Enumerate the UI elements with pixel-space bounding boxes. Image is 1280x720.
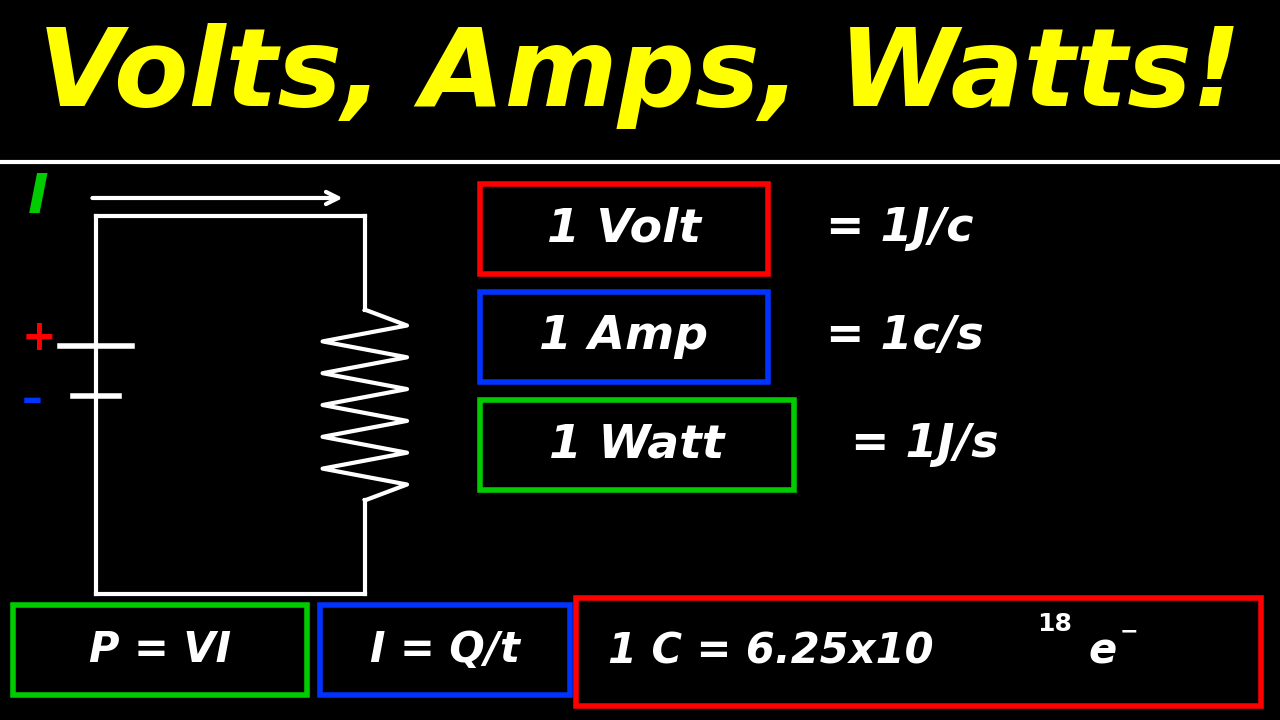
Text: –: – xyxy=(22,379,42,420)
Text: −: − xyxy=(1120,621,1139,642)
Text: I = Q/t: I = Q/t xyxy=(370,629,520,671)
Text: Volts, Amps, Watts!: Volts, Amps, Watts! xyxy=(38,22,1242,129)
FancyBboxPatch shape xyxy=(480,184,768,274)
Text: = 1J/c: = 1J/c xyxy=(826,206,973,251)
FancyBboxPatch shape xyxy=(13,605,307,695)
Text: e: e xyxy=(1088,631,1116,672)
Text: = 1J/s: = 1J/s xyxy=(851,422,998,467)
Text: 1 C = 6.25x10: 1 C = 6.25x10 xyxy=(608,631,933,672)
FancyBboxPatch shape xyxy=(320,605,570,695)
Text: 18: 18 xyxy=(1037,612,1071,636)
Text: I: I xyxy=(28,171,49,225)
Text: 1 Amp: 1 Amp xyxy=(539,314,709,359)
Text: 1 Volt: 1 Volt xyxy=(547,206,701,251)
FancyBboxPatch shape xyxy=(480,292,768,382)
Text: P = VI: P = VI xyxy=(88,629,232,671)
Text: 1 Watt: 1 Watt xyxy=(549,422,724,467)
FancyBboxPatch shape xyxy=(480,400,794,490)
Text: +: + xyxy=(22,318,56,359)
FancyBboxPatch shape xyxy=(576,598,1261,706)
Text: = 1c/s: = 1c/s xyxy=(826,314,983,359)
